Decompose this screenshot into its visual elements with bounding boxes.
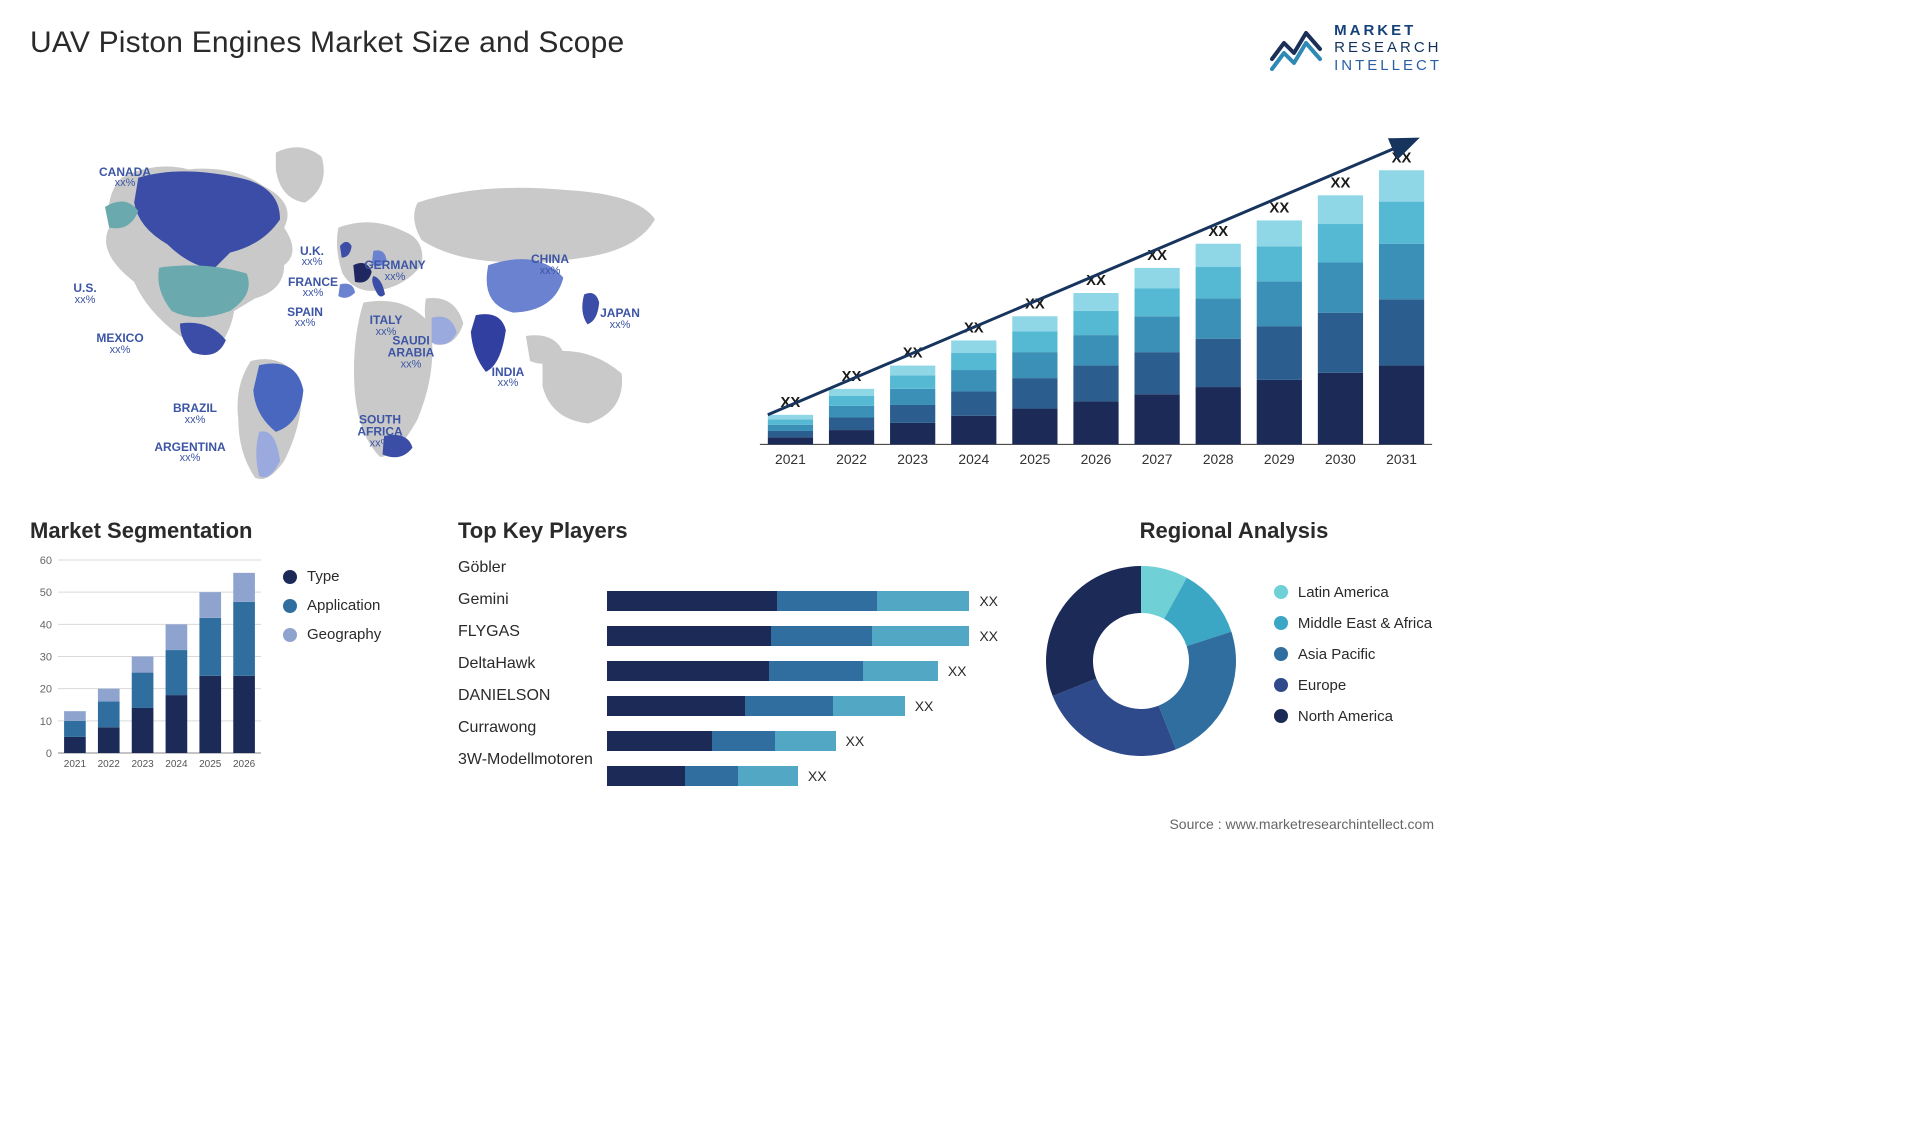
svg-text:30: 30 [40,652,52,664]
svg-text:2031: 2031 [1386,451,1417,467]
map-label: MEXICOxx% [96,332,143,356]
svg-text:2022: 2022 [836,451,867,467]
svg-text:20: 20 [40,684,52,696]
segmentation-panel: Market Segmentation 0 10 20 30 40 50 60 2021 202… [30,492,430,777]
legend-item: Middle East & Africa [1274,615,1432,632]
map-label: INDIAxx% [492,366,525,390]
player-bar-row: XX [607,693,998,719]
svg-text:40: 40 [40,619,52,631]
regional-donut-chart [1036,556,1246,766]
svg-text:2025: 2025 [199,759,222,770]
player-name: DeltaHawk [458,648,593,680]
svg-text:2021: 2021 [64,759,87,770]
map-label: FRANCExx% [288,276,338,300]
segmentation-legend: Type Application Geography [283,568,381,655]
players-panel: Top Key Players GöblerGeminiFLYGASDeltaH… [458,492,998,798]
player-value: XX [808,768,827,784]
svg-text:2021: 2021 [775,451,806,467]
player-name: 3W-Modellmotoren [458,744,593,776]
regional-panel: Regional Analysis Latin America Middle Ea… [1026,492,1442,766]
regional-legend: Latin America Middle East & Africa Asia Pa… [1274,584,1432,739]
player-name: Göbler [458,552,593,584]
players-name-list: GöblerGeminiFLYGASDeltaHawkDANIELSONCurr… [458,552,593,798]
legend-item: Europe [1274,677,1432,694]
player-value: XX [979,593,998,609]
logo-line3: INTELLECT [1334,57,1442,74]
player-value: XX [979,628,998,644]
svg-text:2025: 2025 [1020,451,1051,467]
map-label: CANADAxx% [99,166,151,190]
player-value: XX [846,733,865,749]
svg-text:2030: 2030 [1325,451,1356,467]
svg-text:2023: 2023 [897,451,928,467]
world-map: CANADAxx% U.S.xx% MEXICOxx% BRAZILxx% ARGENT… [30,86,730,486]
svg-text:2023: 2023 [131,759,154,770]
map-label: SPAINxx% [287,306,323,330]
player-name: Currawong [458,712,593,744]
svg-text:0: 0 [46,748,52,760]
legend-item: Latin America [1274,584,1432,601]
player-bar-row: XX [607,658,998,684]
legend-item: Application [283,597,381,614]
map-label: GERMANYxx% [364,259,425,283]
map-label: CHINAxx% [531,253,569,277]
player-bar-row: XX [607,728,998,754]
map-label: ARGENTINAxx% [154,441,225,465]
svg-text:10: 10 [40,716,52,728]
legend-item: Asia Pacific [1274,646,1432,663]
logo-mark-icon [1270,25,1324,71]
svg-text:2026: 2026 [1081,451,1112,467]
svg-text:50: 50 [40,587,52,599]
player-name: DANIELSON [458,680,593,712]
svg-text:2029: 2029 [1264,451,1295,467]
svg-text:2024: 2024 [958,451,989,467]
svg-text:2026: 2026 [233,759,256,770]
map-label: SOUTHAFRICAxx% [357,413,402,450]
player-bar-row: XX [607,623,998,649]
logo-line2: RESEARCH [1334,39,1442,56]
map-label: U.K.xx% [300,245,324,269]
svg-text:60: 60 [40,555,52,567]
source-text: Source : www.marketresearchintellect.com [30,816,1442,832]
player-bar-row: XX [607,763,998,789]
svg-text:2022: 2022 [98,759,121,770]
svg-text:2024: 2024 [165,759,188,770]
legend-item: North America [1274,708,1432,725]
players-title: Top Key Players [458,518,998,544]
legend-item: Geography [283,626,381,643]
logo-line1: MARKET [1334,22,1442,39]
regional-title: Regional Analysis [1026,518,1442,544]
segmentation-chart: 0 10 20 30 40 50 60 2021 2022 2023 2024 2025 2026 [30,552,265,777]
player-name: FLYGAS [458,616,593,648]
map-label: U.S.xx% [73,282,96,306]
page-title: UAV Piston Engines Market Size and Scope [30,26,624,60]
svg-text:XX: XX [1331,175,1351,191]
player-value: XX [948,663,967,679]
svg-text:2028: 2028 [1203,451,1234,467]
players-bar-chart: XX XX XX XX XX XX [607,552,998,798]
legend-item: Type [283,568,381,585]
growth-chart: XX2021XX2022XX2023XX2024XX2025XX2026XX20… [750,126,1442,486]
player-name: Gemini [458,584,593,616]
svg-text:XX: XX [1269,201,1289,217]
segmentation-title: Market Segmentation [30,518,430,544]
map-label: SAUDIARABIAxx% [388,334,435,371]
brand-logo: MARKET RESEARCH INTELLECT [1270,22,1442,74]
svg-text:XX: XX [1392,150,1412,166]
player-value: XX [915,698,934,714]
map-label: BRAZILxx% [173,402,217,426]
svg-text:2027: 2027 [1142,451,1173,467]
map-label: JAPANxx% [600,307,640,331]
player-bar-row: XX [607,588,998,614]
